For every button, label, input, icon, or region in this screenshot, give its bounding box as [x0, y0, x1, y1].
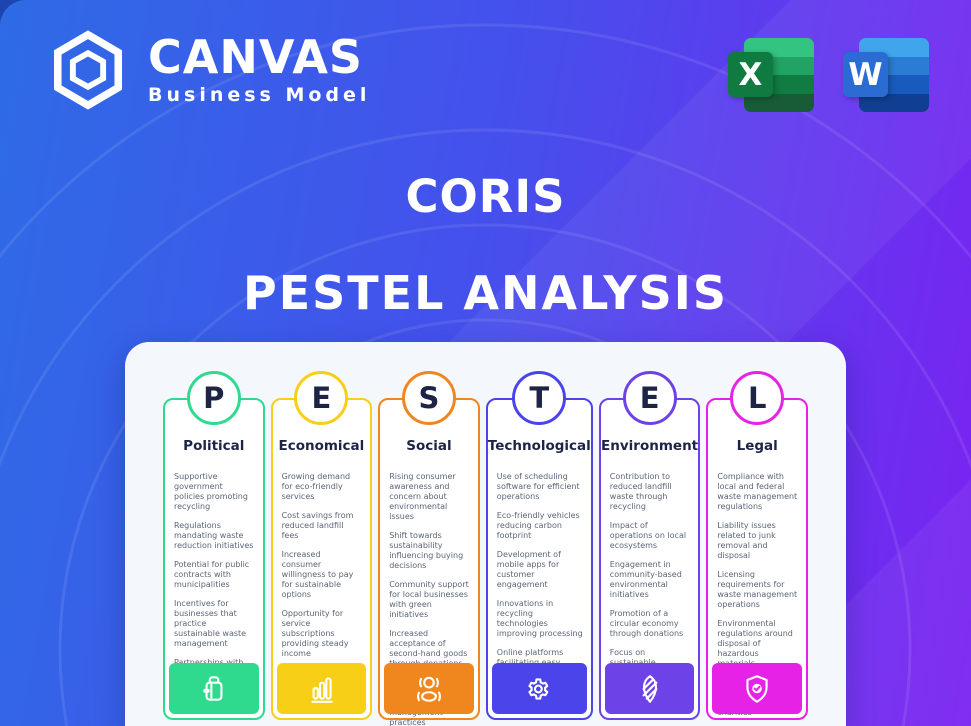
page-title: PESTEL ANALYSIS: [243, 266, 728, 320]
column-economical: E Economical Growing demand for eco-frie…: [270, 371, 373, 720]
word-letter: W: [843, 52, 888, 97]
list-item: Potential for public contracts with muni…: [174, 560, 250, 589]
column-title: Legal: [736, 438, 778, 454]
column-social: S Social Rising consumer awareness and c…: [378, 371, 480, 726]
letter-badge: T: [512, 371, 567, 425]
list-item: Use of scheduling software for efficient…: [496, 472, 580, 501]
briefcase-icon: [169, 663, 259, 714]
letter-badge: E: [622, 371, 677, 425]
company-name: CORIS: [405, 170, 566, 223]
letter-badge: P: [186, 371, 241, 425]
excel-sheet: [744, 38, 814, 112]
list-item: Licensing requirements for waste managem…: [717, 570, 798, 609]
list-item: Contribution to reduced landfill waste t…: [609, 472, 672, 511]
brand-logo: CANVAS Business Model: [46, 26, 370, 114]
pestel-card: P Political Supportive government polici…: [125, 342, 846, 726]
hexagon-logo-icon: [53, 30, 123, 110]
list-item: Regulations mandating waste reduction in…: [174, 521, 254, 550]
column-title: Political: [183, 438, 245, 454]
list-item: Shift towards sustainability influencing…: [389, 531, 464, 570]
list-item: Liability issues related to junk removal…: [717, 521, 776, 560]
people-icon: [384, 663, 474, 714]
list-item: Incentives for businesses that practice …: [174, 599, 247, 648]
column-political: P Political Supportive government polici…: [163, 371, 265, 720]
list-item: Innovations in recycling technologies im…: [496, 599, 583, 638]
column-items: Contribution to reduced landfill waste t…: [601, 454, 699, 698]
list-item: Increased consumer willingness to pay fo…: [281, 550, 354, 599]
excel-letter: X: [728, 52, 773, 97]
list-item: Eco-friendly vehicles reducing carbon fo…: [496, 511, 580, 540]
list-item: Compliance with local and federal waste …: [717, 472, 798, 511]
leaf-icon: [604, 663, 695, 714]
list-item: Community support for local businesses w…: [389, 580, 469, 619]
pestel-columns: P Political Supportive government polici…: [125, 342, 846, 726]
list-item: Promotion of a circular economy through …: [609, 609, 684, 638]
column-legal: L Legal Compliance with local and federa…: [706, 371, 808, 720]
list-item: Growing demand for eco-friendly services: [281, 472, 351, 501]
list-item: Supportive government policies promoting…: [174, 472, 248, 511]
word-icon: W: [843, 31, 929, 115]
column-items: Supportive government policies promoting…: [165, 454, 263, 688]
brand-name: CANVAS: [148, 30, 364, 84]
bar-chart-icon: [276, 663, 367, 714]
letter-badge: L: [730, 371, 785, 425]
column-title: Technological: [487, 438, 591, 454]
letter-badge: E: [294, 371, 349, 425]
excel-icon: X: [728, 31, 814, 115]
shield-check-icon: [712, 663, 802, 714]
list-item: Impact of operations on local ecosystems: [609, 521, 687, 550]
column-technological: T Technological Use of scheduling softwa…: [485, 371, 593, 720]
list-item: Cost savings from reduced landfill fees: [281, 511, 354, 540]
letter-badge: S: [401, 371, 456, 425]
list-item: Opportunity for service subscriptions pr…: [281, 609, 349, 658]
brand-tagline: Business Model: [148, 84, 371, 106]
list-item: Development of mobile apps for customer …: [496, 550, 561, 589]
column-title: Economical: [278, 438, 365, 454]
list-item: Environmental regulations around disposa…: [717, 619, 793, 668]
column-title: Environment: [601, 438, 699, 454]
gear-icon: [491, 663, 587, 714]
column-environment: E Environment Contribution to reduced la…: [598, 371, 701, 720]
list-item: Engagement in community-based environmen…: [609, 560, 682, 599]
list-item: Rising consumer awareness and concern ab…: [389, 472, 456, 521]
column-title: Social: [406, 438, 452, 454]
column-items: Use of scheduling software for efficient…: [488, 454, 591, 688]
